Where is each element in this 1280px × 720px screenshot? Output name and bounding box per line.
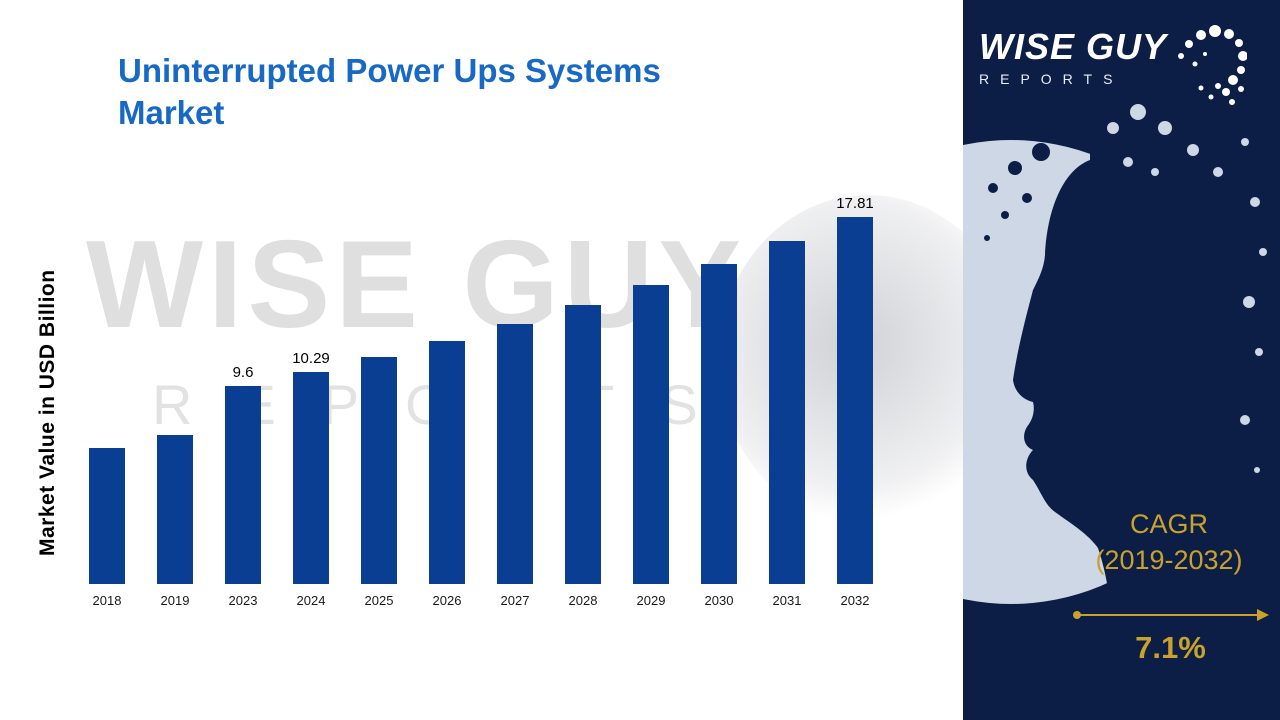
x-tick-label: 2024 bbox=[296, 593, 326, 608]
page-title: Uninterrupted Power Ups Systems Market bbox=[118, 52, 661, 132]
bar-column: 2030 bbox=[688, 264, 750, 608]
bar-value-label: 10.29 bbox=[292, 350, 330, 367]
bar-column: 2028 bbox=[552, 305, 614, 608]
logo-subtitle: REPORTS bbox=[979, 71, 1124, 87]
bar-column: 10.29 2024 bbox=[280, 350, 342, 608]
bar bbox=[497, 324, 533, 584]
x-tick-label: 2026 bbox=[432, 593, 462, 608]
bar-column: 2031 bbox=[756, 241, 818, 608]
cagr-range: (2019-2032) bbox=[1095, 545, 1243, 576]
x-tick-label: 2028 bbox=[568, 593, 598, 608]
bar bbox=[157, 435, 193, 584]
face-profile-graphic bbox=[963, 0, 1280, 720]
logo-text: WISE GUY REPORTS bbox=[979, 26, 1167, 87]
cagr-block: CAGR (2019-2032) bbox=[1064, 506, 1274, 579]
x-tick-label: 2019 bbox=[160, 593, 190, 608]
bar bbox=[361, 357, 397, 584]
plot-area: 2018 2019 9.6 2023 10.29 2024 2025 2026 2027 2028… bbox=[76, 195, 886, 608]
bar-column: 9.6 2023 bbox=[212, 364, 274, 608]
x-tick-label: 2023 bbox=[228, 593, 258, 608]
bar-column: 2018 bbox=[76, 448, 138, 608]
bar bbox=[429, 341, 465, 584]
bar-column: 2029 bbox=[620, 285, 682, 608]
y-axis-label: Market Value in USD Billion bbox=[36, 269, 59, 557]
x-tick-label: 2032 bbox=[840, 593, 870, 608]
bar-column: 2019 bbox=[144, 435, 206, 608]
x-tick-label: 2018 bbox=[92, 593, 122, 608]
logo-wordmark: WISE GUY bbox=[979, 26, 1168, 67]
cagr-label: CAGR bbox=[1129, 509, 1208, 539]
watermark-wordmark: WISE GUY bbox=[86, 216, 747, 354]
bar bbox=[769, 241, 805, 584]
brand-logo: WISE GUY REPORTS bbox=[979, 25, 1276, 110]
bar-column: 2027 bbox=[484, 324, 546, 608]
bar-column: 2025 bbox=[348, 357, 410, 608]
bar bbox=[293, 372, 329, 584]
x-tick-label: 2031 bbox=[772, 593, 802, 608]
bar bbox=[89, 448, 125, 584]
bar bbox=[225, 386, 261, 584]
x-tick-label: 2027 bbox=[500, 593, 530, 608]
bar bbox=[633, 285, 669, 584]
bar-value-label: 9.6 bbox=[232, 364, 254, 381]
x-tick-label: 2029 bbox=[636, 593, 666, 608]
bar-value-label: 17.81 bbox=[836, 195, 874, 212]
logo-face-dots-icon bbox=[1178, 25, 1248, 105]
x-tick-label: 2030 bbox=[704, 593, 734, 608]
bar-column: 2026 bbox=[416, 341, 478, 608]
bar-column: 17.81 2032 bbox=[824, 195, 886, 608]
bar bbox=[837, 217, 873, 584]
bar bbox=[565, 305, 601, 584]
cagr-value: 7.1% bbox=[1135, 630, 1206, 665]
cagr-arrow-line bbox=[1073, 609, 1269, 621]
brand-panel: WISE GUY REPORTS bbox=[963, 0, 1280, 720]
x-tick-label: 2025 bbox=[364, 593, 394, 608]
bar bbox=[701, 264, 737, 584]
